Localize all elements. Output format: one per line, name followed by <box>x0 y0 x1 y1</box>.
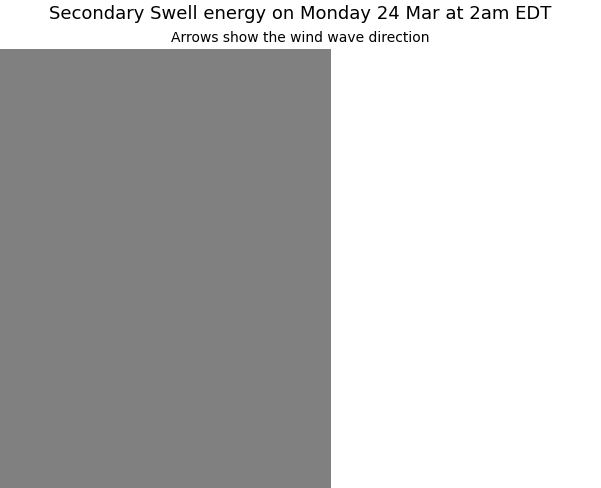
Text: Arrows show the wind wave direction: Arrows show the wind wave direction <box>171 30 430 44</box>
Bar <box>0 50 331 488</box>
Text: Secondary Swell energy on Monday 24 Mar at 2am EDT: Secondary Swell energy on Monday 24 Mar … <box>49 5 552 23</box>
